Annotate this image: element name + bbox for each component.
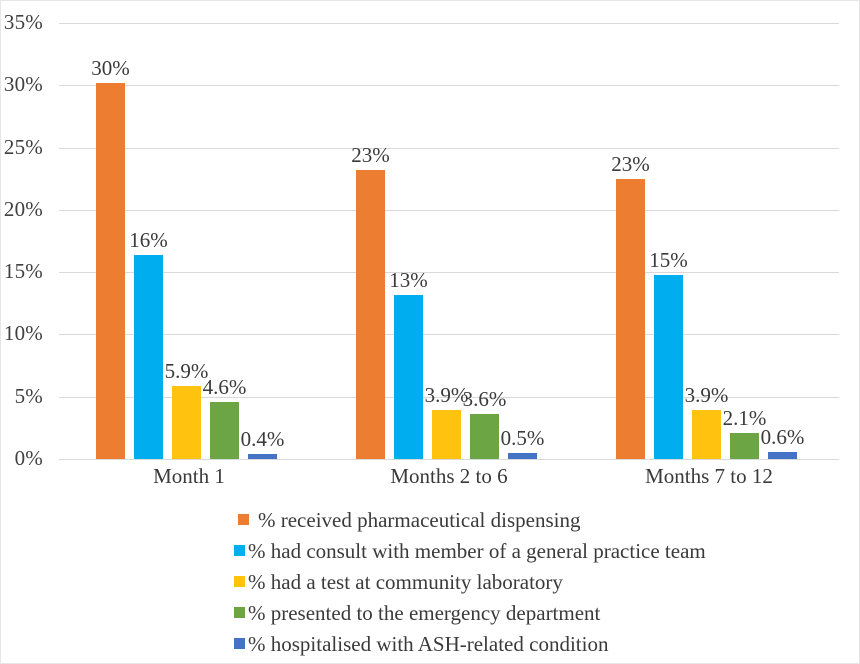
bar-value-label: 0.4% [240, 427, 285, 452]
bar-value-label: 3.9% [424, 383, 469, 408]
bar-value-label: 3.9% [684, 383, 729, 408]
y-axis-tick-label: 30% [3, 72, 43, 97]
legend-item[interactable]: % presented to the emergency department [1, 597, 859, 628]
y-axis-tick-label: 5% [14, 383, 43, 408]
bar-value-label: 23% [611, 151, 650, 176]
legend-item[interactable]: % hospitalised with ASH-related conditio… [1, 628, 859, 659]
bar-value-label: 15% [649, 247, 688, 272]
bar-value-label: 13% [389, 267, 428, 292]
bar-value-label: 5.9% [164, 358, 209, 383]
bar [654, 274, 683, 459]
gridline-20 [59, 209, 839, 211]
bar [616, 178, 645, 459]
bar [248, 454, 277, 459]
legend-swatch-icon [234, 638, 245, 649]
x-axis-category-label: Months 7 to 12 [645, 464, 773, 488]
x-axis: Month 1 Months 2 to 6 Months 7 to 12 [59, 463, 839, 495]
x-axis-category-label: Month 1 [153, 464, 225, 488]
y-axis-tick-label: 35% [3, 10, 43, 34]
bar [134, 254, 163, 459]
legend-label: % had a test at community laboratory [248, 569, 563, 594]
y-axis-tick-label: 25% [3, 134, 43, 159]
x-axis-category-label: Months 2 to 6 [390, 464, 508, 488]
legend-swatch-icon [234, 545, 245, 556]
legend-swatch-icon [238, 514, 249, 525]
bar [394, 294, 423, 459]
bar [508, 452, 537, 459]
gridline-15 [59, 272, 839, 274]
gridline-10 [59, 334, 839, 336]
bar-value-label: 3.6% [462, 387, 507, 412]
bar-value-label: 23% [351, 142, 390, 167]
bar [210, 401, 239, 459]
bar [470, 414, 499, 459]
gridline-0 [59, 459, 839, 460]
y-axis-tick-label: 20% [3, 196, 43, 221]
gridline-5 [59, 396, 839, 398]
bar-value-label: 30% [91, 55, 130, 80]
y-axis: 35% 30% 25% 20% 15% 10% 5% 0% [1, 1, 51, 663]
gridline-35 [59, 23, 839, 24]
legend-label: % had consult with member of a general p… [248, 538, 706, 563]
legend-label: % hospitalised with ASH-related conditio… [248, 631, 609, 656]
bar [692, 410, 721, 459]
legend-swatch-icon [234, 576, 245, 587]
y-axis-tick-label: 0% [14, 446, 43, 470]
plot-area: 30% 16% 5.9% 4.6% 0.4% 23% 13% 3.9% 3.6% 0.5% 23% 1… [59, 23, 839, 460]
legend-item[interactable]: % had a test at community laboratory [1, 566, 859, 597]
bar-value-label: 0.6% [760, 424, 805, 449]
bar [432, 410, 461, 459]
bar-value-label: 2.1% [722, 405, 767, 430]
y-axis-tick-label: 15% [3, 259, 43, 284]
bar [96, 82, 125, 459]
legend-item[interactable]: % received pharmaceutical dispensing [1, 504, 859, 535]
bar [172, 385, 201, 459]
bar-value-label: 4.6% [202, 374, 247, 399]
bar [356, 170, 385, 459]
bar-value-label: 16% [129, 227, 168, 252]
gridline-25 [59, 147, 839, 149]
legend-label: % presented to the emergency department [248, 600, 601, 625]
bar [730, 432, 759, 459]
gridline-30 [59, 85, 839, 87]
y-axis-tick-label: 10% [3, 321, 43, 346]
legend-item[interactable]: % had consult with member of a general p… [1, 535, 859, 566]
bar-value-label: 0.5% [500, 425, 545, 450]
bar [768, 451, 797, 459]
legend-label: % received pharmaceutical dispensing [258, 507, 581, 532]
chart-legend: % received pharmaceutical dispensing % ha… [1, 504, 859, 659]
legend-swatch-icon [234, 607, 245, 618]
